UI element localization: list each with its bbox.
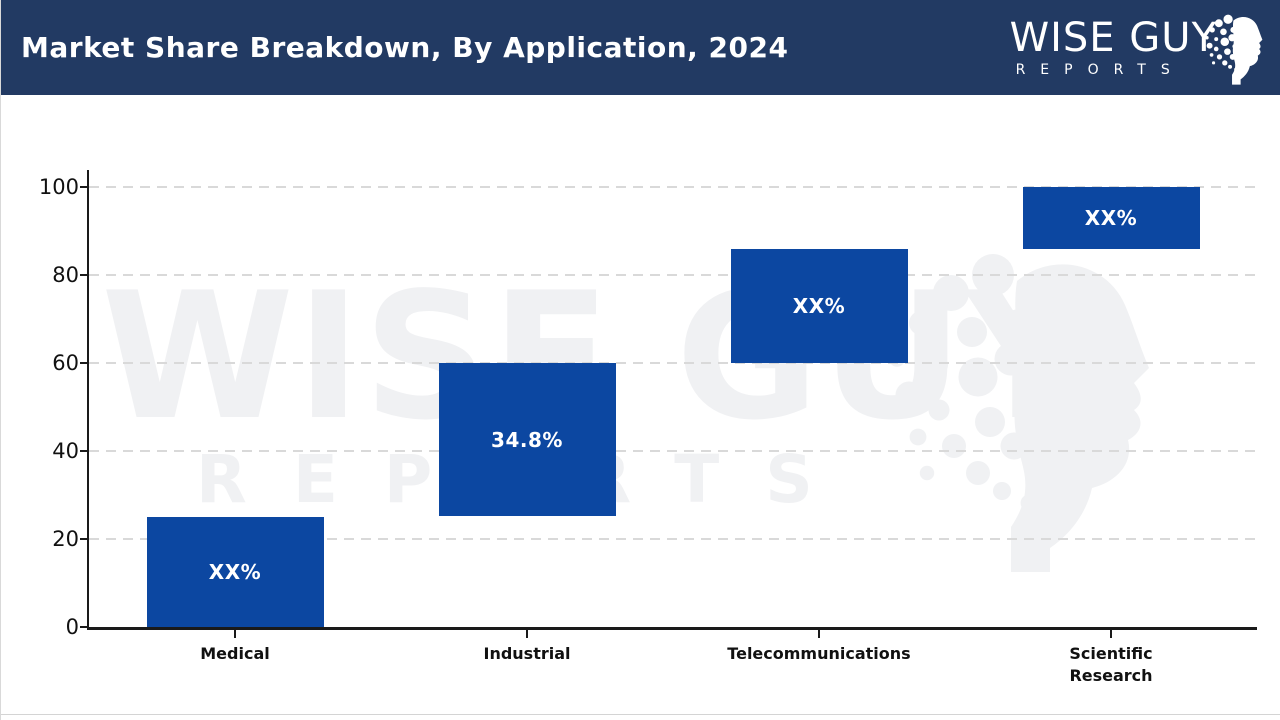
bar-value-label: XX%	[792, 293, 846, 318]
x-axis	[87, 627, 1257, 630]
chart-title: Market Share Breakdown, By Application, …	[21, 31, 789, 64]
y-axis	[87, 170, 89, 629]
y-tick-mark	[80, 538, 89, 540]
gridline	[89, 538, 1257, 540]
x-tick-mark	[234, 630, 236, 638]
x-tick-label: Industrial	[483, 644, 571, 663]
bar-value-label: XX%	[1084, 205, 1138, 230]
bar-medical: XX%	[146, 517, 324, 627]
y-tick-mark	[80, 186, 89, 188]
chart-area: WISE GUY REPORTS 020406080100XX%34.8%XX%…	[1, 95, 1280, 720]
y-tick-label: 40	[52, 439, 79, 463]
x-tick-mark	[1110, 630, 1112, 638]
gridline	[89, 274, 1257, 276]
y-tick-mark	[80, 362, 89, 364]
y-tick-label: 0	[65, 615, 79, 639]
y-tick-label: 20	[52, 527, 79, 551]
gridline	[89, 450, 1257, 452]
x-tick-label: Scientific Research	[1069, 644, 1153, 685]
gridline	[89, 362, 1257, 364]
plot: 0 20 40 60 80 100 XX% 34.8% XX% XX% Medical Industr…	[1, 95, 1280, 720]
bar-value-label: 34.8%	[491, 427, 563, 452]
logo-text: WISE GUY REPORTS	[1010, 18, 1217, 78]
bar-value-label: XX%	[208, 560, 262, 584]
x-tick-mark	[818, 630, 820, 638]
logo-subtitle: REPORTS	[1015, 61, 1185, 78]
x-tick-label: Medical	[200, 644, 270, 663]
y-tick-label: 100	[38, 175, 79, 199]
header-bar: Market Share Breakdown, By Application, …	[1, 0, 1280, 95]
bar-industrial: 34.8%	[438, 363, 616, 517]
x-tick-mark	[526, 630, 528, 638]
y-tick-mark	[80, 274, 89, 276]
head-profile-logo-icon	[1205, 14, 1263, 85]
y-tick-mark	[80, 626, 89, 628]
x-tick-label: Telecommunications	[727, 644, 911, 663]
bar-telecommunications: XX%	[730, 248, 908, 363]
watermark-head-icon	[889, 254, 1149, 572]
bar-scientific-research: XX%	[1022, 187, 1200, 249]
y-tick-label: 80	[52, 263, 79, 287]
y-tick-mark	[80, 450, 89, 452]
gridline	[89, 186, 1257, 188]
logo-wordmark: WISE GUY	[1009, 14, 1217, 61]
y-tick-label: 60	[52, 351, 79, 375]
wise-guy-reports-logo: WISE GUY REPORTS	[1010, 10, 1269, 86]
figure-bottom-border	[1, 714, 1280, 715]
